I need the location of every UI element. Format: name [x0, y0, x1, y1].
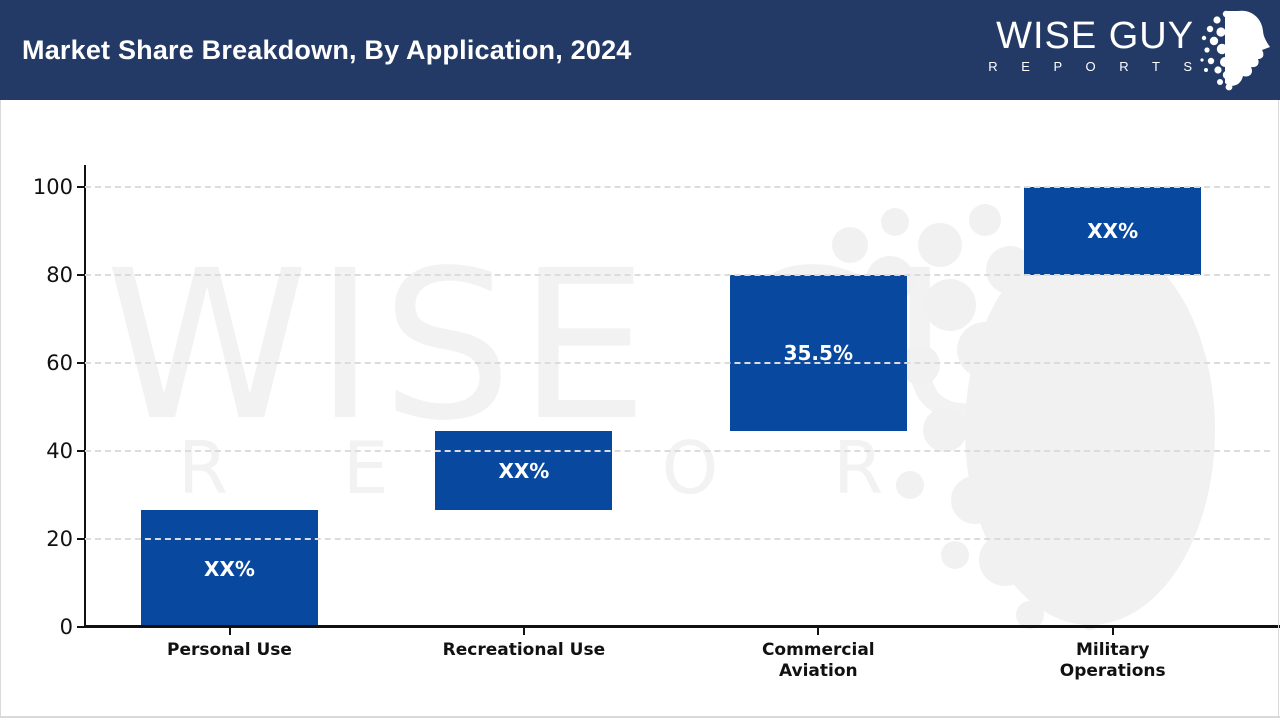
y-axis-line: [84, 165, 86, 627]
y-tick-mark-80: [77, 274, 85, 276]
x-axis-line: [84, 625, 1280, 628]
border-right: [1278, 100, 1279, 717]
x-tick-mark-0: [228, 628, 231, 635]
x-category-label-line: Aviation: [778, 661, 858, 681]
bar-recreational-use: XX%: [435, 431, 613, 511]
x-category-label-line: Personal Use: [167, 640, 292, 660]
x-category-label: Military Operations: [1003, 640, 1223, 682]
y-tick-label-20: 20: [46, 527, 73, 551]
bar-value-label: XX%: [204, 556, 255, 581]
y-tick-mark-20: [77, 538, 85, 540]
bar-commercial-aviation: 35.5%: [729, 275, 907, 432]
logo-face-icon: [1200, 10, 1270, 91]
bar-value-label: XX%: [498, 458, 550, 483]
bar-personal-use: XX%: [141, 510, 318, 627]
header-bar: Market Share Breakdown, By Application, …: [0, 0, 1280, 100]
y-tick-label-40: 40: [46, 439, 73, 463]
y-tick-mark-100: [77, 186, 85, 188]
y-tick-mark-0: [77, 626, 85, 628]
y-tick-mark-40: [77, 450, 85, 452]
x-category-label-line: Military: [1075, 640, 1150, 660]
y-tick-label-80: 80: [46, 263, 73, 287]
x-tick-mark-3: [1111, 628, 1114, 635]
x-category-label: Personal Use: [120, 640, 340, 661]
bar-military-operations: XX%: [1024, 187, 1202, 275]
y-tick-mark-60: [77, 362, 85, 364]
chart-title: Market Share Breakdown, By Application, …: [22, 34, 632, 65]
y-tick-label-100: 100: [32, 175, 73, 199]
y-tick-label-60: 60: [46, 351, 73, 375]
border-bottom: [0, 716, 1280, 718]
x-category-label-line: Commercial: [761, 640, 875, 660]
bar-value-label: XX%: [1087, 219, 1139, 243]
gridline-20: [85, 538, 1270, 540]
x-category-label-line: Operations: [1059, 661, 1166, 681]
watermark-face-dots: [823, 204, 1215, 630]
logo-subtitle: R E P O R T S: [988, 59, 1202, 74]
gridline-100: [85, 186, 1270, 188]
bar-value-label: 35.5%: [783, 341, 853, 366]
x-category-label: Commercial Aviation: [708, 640, 928, 682]
x-category-label: Recreational Use: [414, 640, 634, 661]
gridline-80: [85, 274, 1270, 276]
y-tick-label-0: 0: [59, 615, 73, 639]
brand-logo: WISE GUY R E P O R T S: [988, 16, 1202, 74]
gridline-40: [85, 450, 1270, 452]
x-tick-mark-1: [522, 628, 525, 635]
x-category-label-line: Recreational Use: [442, 640, 606, 660]
logo-wordmark: WISE GUY: [996, 15, 1195, 57]
x-tick-mark-2: [817, 628, 820, 635]
gridline-60: [85, 362, 1270, 364]
border-left: [0, 100, 1, 717]
